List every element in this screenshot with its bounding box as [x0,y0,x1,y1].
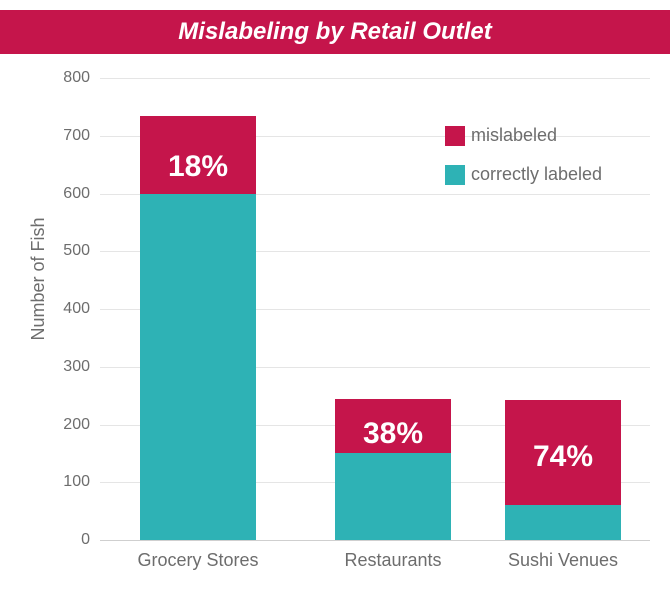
x-tick-label: Restaurants [303,550,483,571]
x-axis-line [100,540,650,541]
bar: 74% [505,400,621,540]
y-axis-label: Number of Fish [28,179,49,379]
chart-container: Mislabeling by Retail Outlet 18% 38% 74% 0 10… [0,0,670,599]
legend-swatch [445,126,465,146]
bar-segment-correct [140,194,256,541]
x-tick-label: Grocery Stores [108,550,288,571]
y-tick-label: 700 [40,127,90,145]
y-tick-label: 200 [40,416,90,434]
bar-pct-label: 38% [335,417,451,451]
bar-pct-label: 74% [505,440,621,474]
bar-segment-correct [335,453,451,540]
chart-title: Mislabeling by Retail Outlet [0,10,670,54]
legend-item: correctly labeled [445,164,602,185]
legend-swatch [445,165,465,185]
y-tick-label: 100 [40,473,90,491]
legend-label: correctly labeled [471,164,602,185]
x-tick-label: Sushi Venues [473,550,653,571]
bar: 38% [335,399,451,540]
bar-segment-correct [505,505,621,540]
y-tick-label: 0 [40,531,90,549]
y-tick-label: 800 [40,69,90,87]
legend: mislabeled correctly labeled [445,125,602,203]
legend-label: mislabeled [471,125,557,146]
bar: 18% [140,116,256,540]
gridline [100,78,650,79]
legend-item: mislabeled [445,125,602,146]
bar-pct-label: 18% [140,150,256,184]
